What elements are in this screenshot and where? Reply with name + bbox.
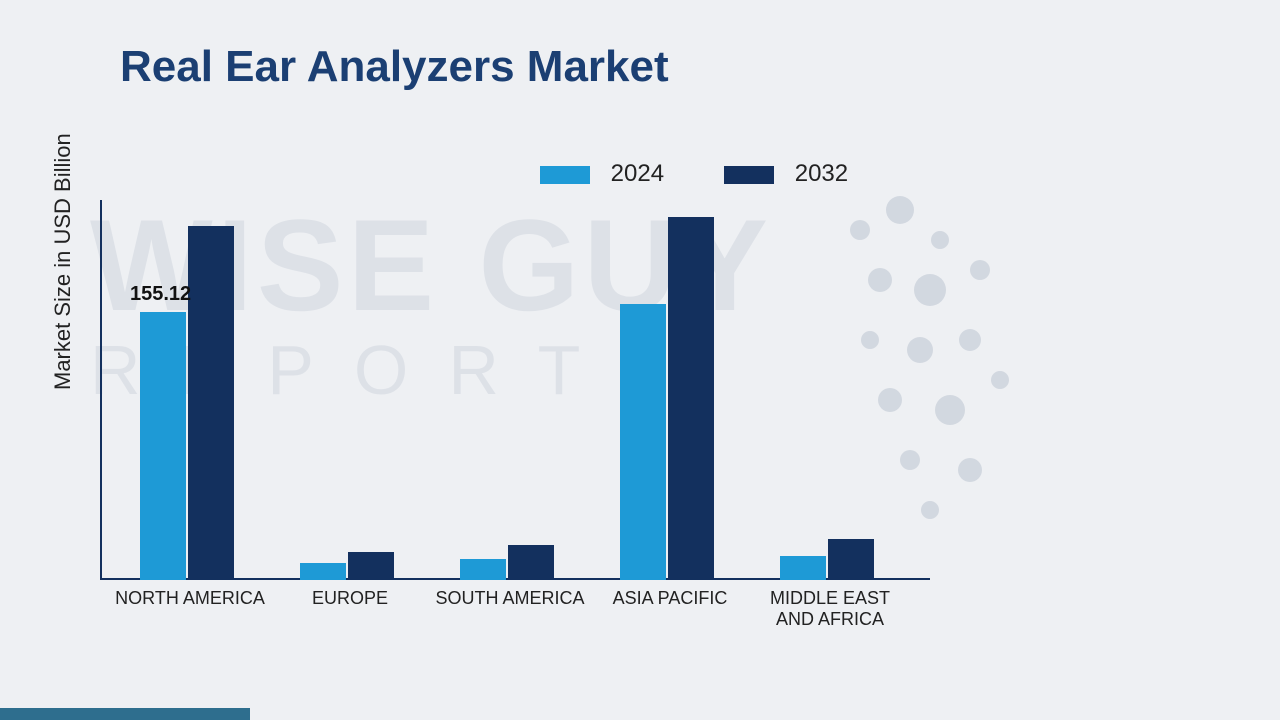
bar-2032 [668,217,714,580]
x-axis-category-label: MIDDLE EAST AND AFRICA [750,580,910,629]
legend-swatch-2032 [724,166,774,184]
x-axis-category-label: ASIA PACIFIC [590,580,750,609]
bar-2024 [140,312,186,580]
bar-2024 [620,304,666,580]
x-axis-category-label: NORTH AMERICA [110,580,270,609]
y-axis-line [100,200,102,580]
bar-2024 [300,563,346,580]
x-axis-category-label: EUROPE [270,580,430,609]
bar-2032 [828,539,874,580]
legend-swatch-2024 [540,166,590,184]
chart-title: Real Ear Analyzers Market [120,42,669,92]
x-axis-category-label: SOUTH AMERICA [430,580,590,609]
legend-item-2024: 2024 [540,160,664,188]
chart-area: 155.12NORTH AMERICAEUROPESOUTH AMERICAAS… [100,200,930,580]
legend-label-2024: 2024 [611,160,664,187]
bar-2024 [460,559,506,580]
y-axis-label: Market Size in USD Billion [50,133,76,390]
bar-2032 [508,545,554,580]
bar-2032 [188,226,234,580]
bar-2032 [348,552,394,580]
value-label: 155.12 [130,283,191,306]
legend-item-2032: 2032 [724,160,848,188]
bar-2024 [780,556,826,580]
stage: WISE GUY REPORTS WISE GUY REPORTS Real E… [0,0,1280,720]
footer-accent [0,708,250,720]
legend: 2024 2032 [540,160,848,188]
legend-label-2032: 2032 [795,160,848,187]
